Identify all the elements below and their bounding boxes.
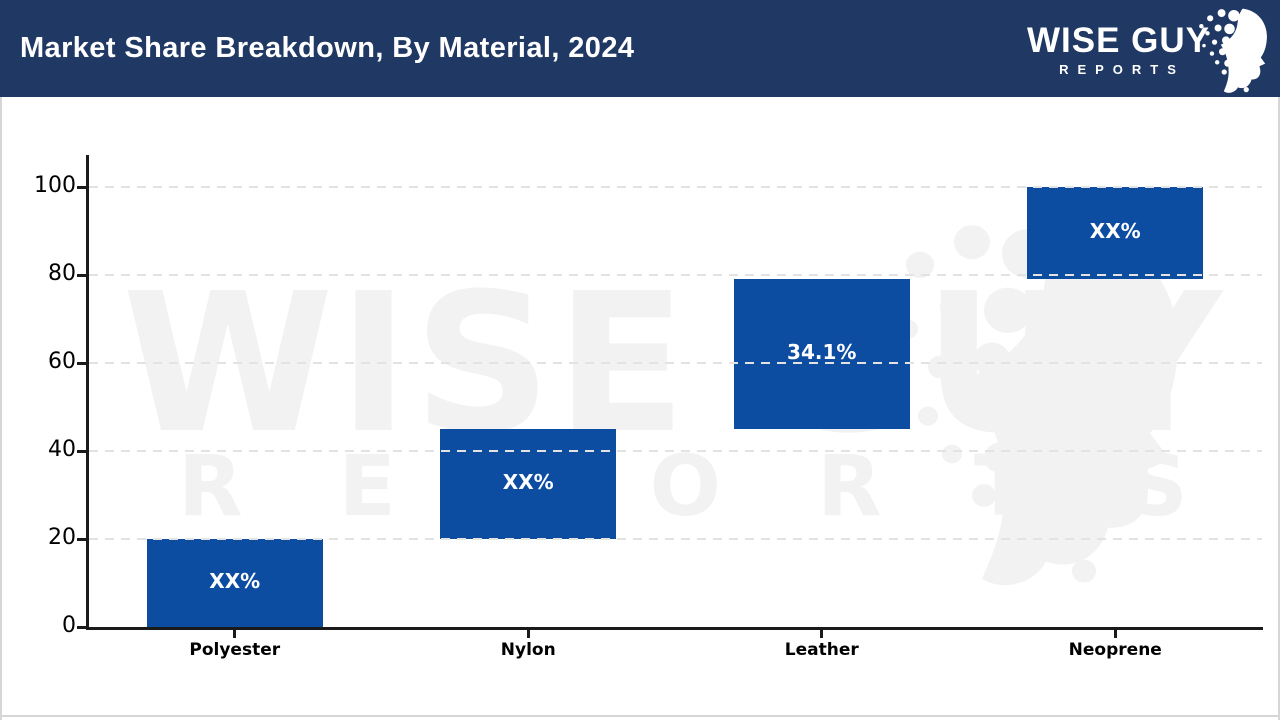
logo-subtitle: REPORTS [1059, 62, 1185, 77]
y-tick-mark [77, 274, 86, 277]
bar-value-label: 34.1% [787, 339, 857, 364]
page-bottom-border [0, 715, 1280, 717]
page-left-border [0, 97, 2, 720]
x-axis-label: Neoprene [1068, 640, 1162, 660]
x-tick-mark [820, 630, 824, 638]
gridline [89, 362, 1262, 364]
x-axis-label: Leather [784, 640, 859, 660]
bar-value-label: XX% [1089, 218, 1141, 243]
bar-polyester [146, 539, 323, 627]
y-tick-label: 40 [48, 437, 76, 462]
page-right-border [1278, 97, 1280, 720]
page-title: Market Share Breakdown, By Material, 202… [20, 32, 635, 64]
x-tick-mark [1113, 630, 1117, 638]
x-tick-mark [526, 630, 530, 638]
wise-guy-reports-logo: WISE GUY REPORTS [1015, 0, 1270, 97]
y-tick-label: 100 [34, 173, 76, 198]
y-tick-label: 60 [48, 349, 76, 374]
logo-wordmark: WISE GUY [1026, 21, 1210, 60]
logo-face-icon [1199, 8, 1267, 93]
bar-value-label: XX% [209, 569, 261, 593]
y-tick-label: 20 [48, 525, 76, 550]
bar-nylon [440, 429, 617, 539]
gridline [89, 450, 1262, 452]
bar-value-label: XX% [502, 470, 554, 494]
gridline [89, 274, 1262, 276]
gridline [89, 186, 1262, 188]
gridline [89, 538, 1262, 540]
header-banner: Market Share Breakdown, By Material, 202… [0, 0, 1280, 97]
x-axis-label: Nylon [500, 640, 556, 660]
y-tick-mark [77, 450, 86, 453]
logo-text: WISE GUY REPORTS [1026, 21, 1210, 78]
y-tick-mark [77, 362, 86, 365]
y-tick-mark [77, 538, 86, 541]
x-axis-label: Polyester [189, 640, 281, 660]
y-axis-line [86, 155, 89, 630]
x-tick-mark [233, 630, 237, 638]
y-tick-mark [77, 626, 86, 629]
y-tick-label: 80 [48, 261, 76, 286]
x-axis-line [86, 627, 1263, 630]
y-tick-label: 0 [62, 613, 76, 638]
y-tick-mark [77, 186, 86, 189]
